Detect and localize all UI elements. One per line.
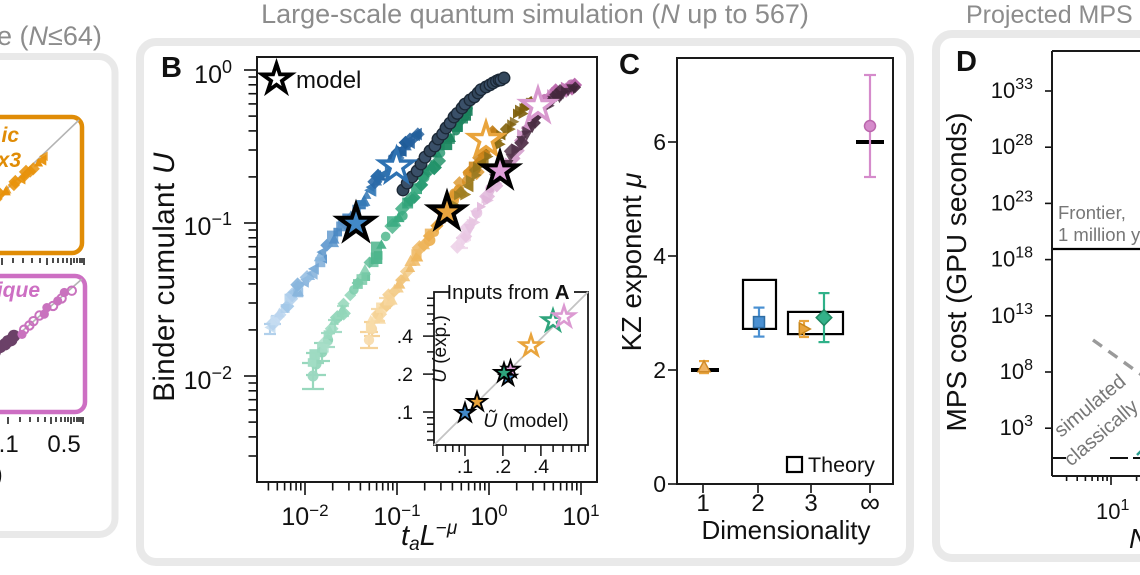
svg-text:Binder cumulant U: Binder cumulant U [148, 152, 181, 402]
svg-text:e (N≤64): e (N≤64) [0, 21, 102, 51]
svg-text:N: N [1129, 523, 1140, 554]
svg-text:1 million ye: 1 million ye [1058, 224, 1140, 245]
svg-text:x3: x3 [0, 149, 21, 172]
svg-text:0: 0 [653, 471, 666, 497]
svg-text:Projected MPS: Projected MPS [966, 1, 1133, 29]
svg-text:taL−μ: taL−μ [401, 518, 458, 555]
svg-text:Frontier,: Frontier, [1058, 202, 1126, 223]
svg-text:Large-scale quantum simulation: Large-scale quantum simulation (N up to … [261, 0, 809, 29]
svg-text:6: 6 [653, 129, 666, 155]
svg-text:.2: .2 [495, 456, 511, 478]
svg-text:2: 2 [653, 357, 666, 383]
svg-text:4: 4 [653, 243, 666, 269]
svg-text:.4: .4 [533, 456, 549, 478]
svg-text:KZ exponent μ: KZ exponent μ [616, 173, 647, 352]
svg-text:ic: ic [1, 124, 19, 147]
svg-text:.1: .1 [397, 402, 413, 424]
svg-text:C: C [619, 49, 640, 81]
svg-text:Inputs from A: Inputs from A [446, 281, 569, 304]
svg-text:U (exp.): U (exp.) [430, 315, 451, 383]
svg-text:0.5: 0.5 [47, 431, 80, 458]
svg-text:2: 2 [751, 490, 764, 517]
svg-text:10−1: 10−1 [373, 501, 420, 531]
svg-text:MPS cost (GPU seconds): MPS cost (GPU seconds) [941, 113, 972, 432]
svg-text:Dimensionality: Dimensionality [701, 515, 870, 545]
svg-text:model: model [296, 67, 361, 94]
svg-text:0.1: 0.1 [0, 431, 19, 458]
svg-text:Theory: Theory [808, 453, 875, 477]
svg-text:.1: .1 [457, 456, 473, 478]
svg-text:Ũ (model): Ũ (model) [483, 408, 569, 432]
svg-text:1: 1 [696, 490, 709, 517]
svg-text:ique: ique [0, 279, 40, 302]
svg-text:.2: .2 [397, 364, 413, 386]
svg-text:3: 3 [804, 490, 817, 517]
svg-text:): ) [0, 461, 3, 487]
svg-text:∞: ∞ [860, 487, 880, 518]
svg-text:.4: .4 [397, 326, 413, 348]
svg-text:D: D [956, 46, 977, 78]
svg-text:B: B [161, 52, 182, 84]
svg-text:10−2: 10−2 [281, 501, 328, 531]
